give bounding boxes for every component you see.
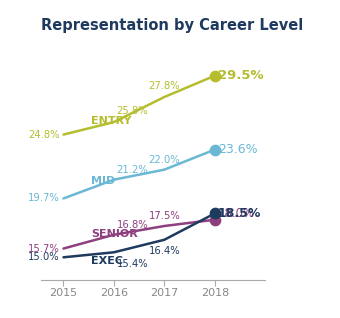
Point xyxy=(212,73,218,78)
Text: 29.5%: 29.5% xyxy=(218,69,264,82)
Text: Representation by Career Level: Representation by Career Level xyxy=(41,18,303,33)
Text: 15.0%: 15.0% xyxy=(28,252,60,262)
Text: 27.8%: 27.8% xyxy=(149,81,180,91)
Text: 16.8%: 16.8% xyxy=(116,220,148,230)
Point xyxy=(212,217,218,222)
Point xyxy=(212,211,218,216)
Text: 22.0%: 22.0% xyxy=(149,155,180,165)
Text: SENIOR: SENIOR xyxy=(91,229,138,239)
Text: 18.5%: 18.5% xyxy=(218,207,261,220)
Text: 24.8%: 24.8% xyxy=(28,129,60,140)
Point xyxy=(212,147,218,152)
Text: 17.5%: 17.5% xyxy=(149,211,180,221)
Text: 16.4%: 16.4% xyxy=(149,246,180,256)
Text: 18.0%: 18.0% xyxy=(218,207,255,220)
Text: MID: MID xyxy=(91,176,116,186)
Text: 23.6%: 23.6% xyxy=(218,143,257,156)
Text: 19.7%: 19.7% xyxy=(28,193,59,204)
Text: 15.7%: 15.7% xyxy=(28,244,59,253)
Text: 15.4%: 15.4% xyxy=(116,259,148,269)
Text: EXEC: EXEC xyxy=(91,256,123,266)
Text: ENTRY: ENTRY xyxy=(91,116,132,126)
Text: 21.2%: 21.2% xyxy=(116,165,148,175)
Text: 25.8%: 25.8% xyxy=(116,107,148,116)
